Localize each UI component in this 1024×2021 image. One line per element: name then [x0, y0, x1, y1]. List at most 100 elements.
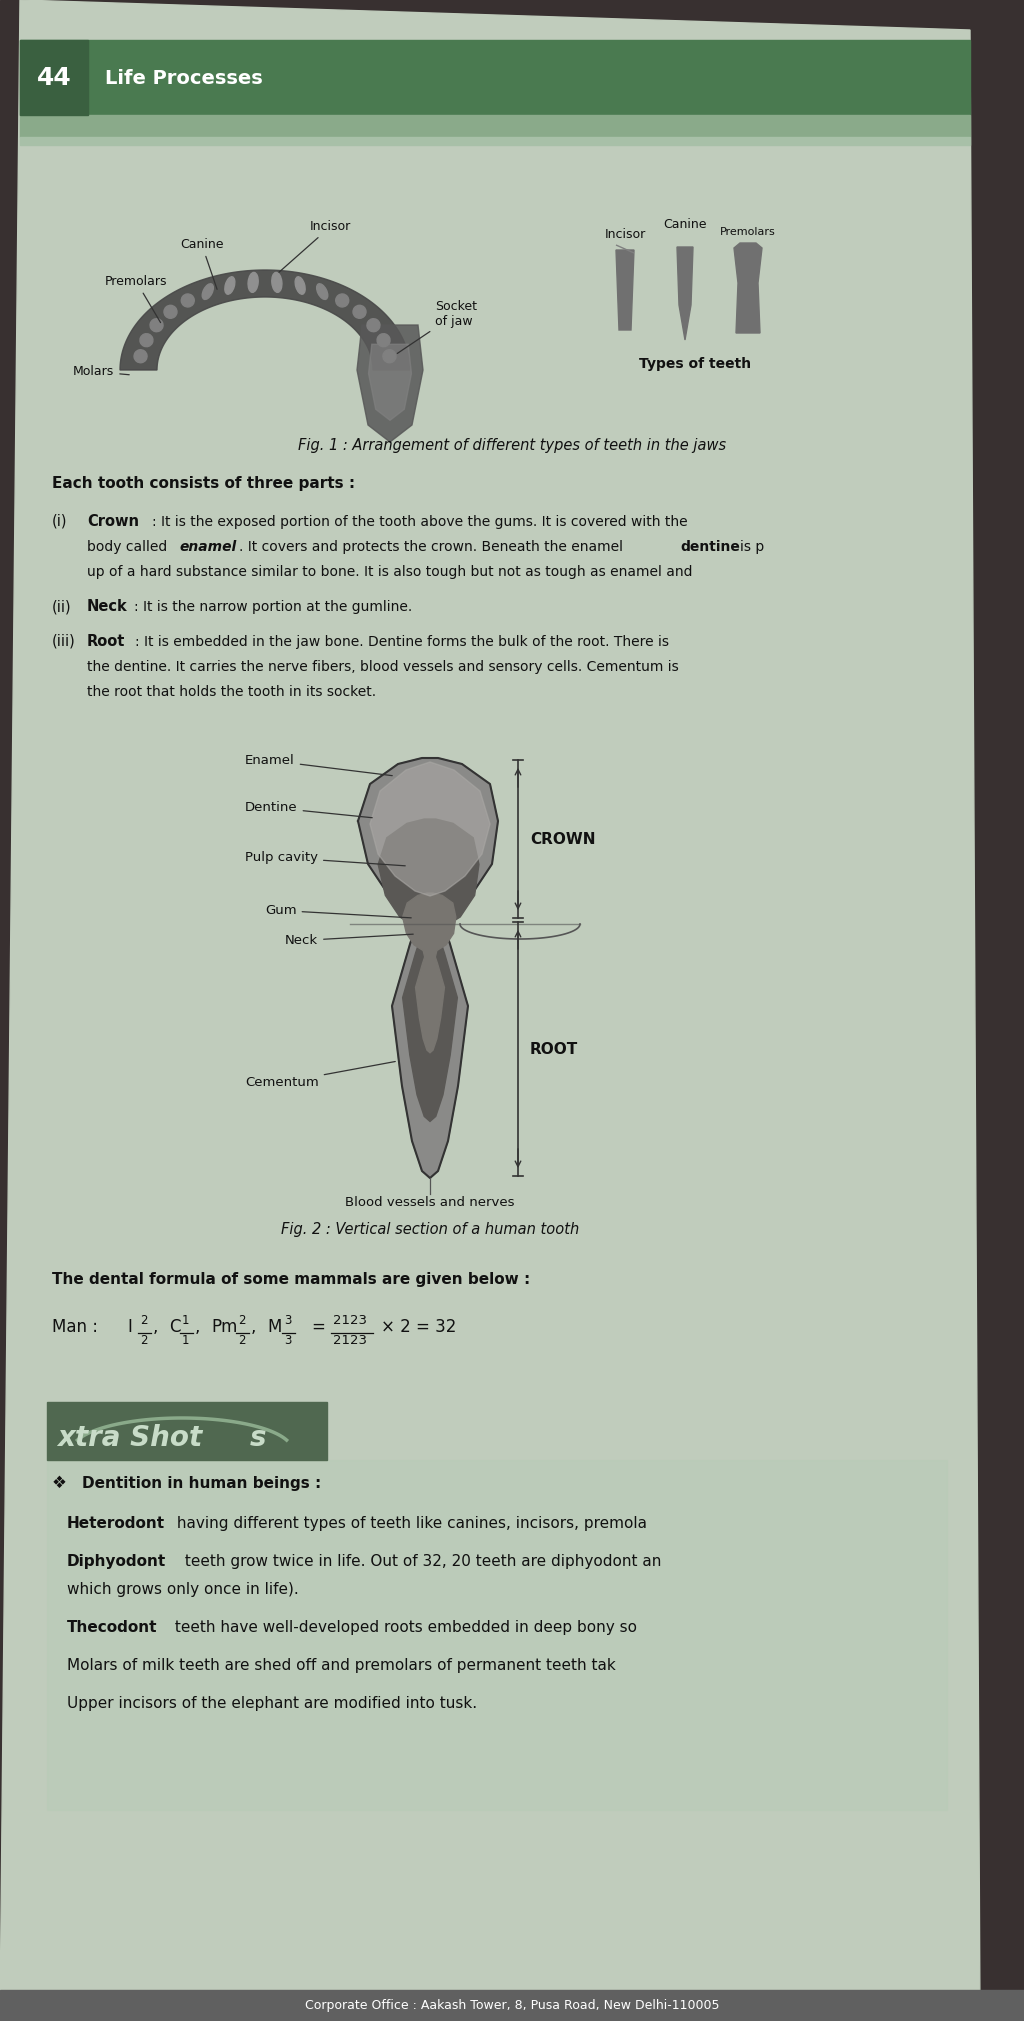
Text: Root: Root: [87, 635, 125, 649]
Text: Dentition in human beings :: Dentition in human beings :: [82, 1475, 322, 1491]
Text: Canine: Canine: [180, 238, 223, 289]
Text: 2123: 2123: [333, 1334, 367, 1348]
Ellipse shape: [295, 277, 305, 295]
Text: Incisor: Incisor: [280, 220, 351, 273]
Text: 3: 3: [284, 1314, 292, 1328]
Text: Corporate Office : Aakash Tower, 8, Pusa Road, New Delhi-110005: Corporate Office : Aakash Tower, 8, Pusa…: [305, 1999, 719, 2013]
Text: M: M: [267, 1318, 282, 1336]
Text: Each tooth consists of three parts :: Each tooth consists of three parts :: [52, 477, 355, 491]
Bar: [47, 1459, 947, 1811]
FancyBboxPatch shape: [47, 1403, 327, 1459]
Ellipse shape: [202, 283, 213, 299]
Ellipse shape: [271, 273, 282, 293]
Polygon shape: [677, 247, 693, 340]
Text: Incisor: Incisor: [604, 228, 645, 240]
Polygon shape: [616, 251, 634, 329]
Text: ROOT: ROOT: [530, 1041, 579, 1057]
Text: Fig. 2 : Vertical section of a human tooth: Fig. 2 : Vertical section of a human too…: [281, 1223, 580, 1237]
Polygon shape: [120, 271, 410, 370]
Text: Blood vessels and nerves: Blood vessels and nerves: [345, 1196, 515, 1209]
Text: (i): (i): [52, 513, 68, 530]
Bar: [20, 115, 970, 137]
Polygon shape: [734, 243, 762, 333]
Text: xtra Shot: xtra Shot: [57, 1425, 203, 1451]
Text: Premolars: Premolars: [105, 275, 168, 323]
Text: Neck: Neck: [87, 598, 128, 614]
Ellipse shape: [336, 293, 349, 307]
Text: Cementum: Cementum: [245, 1061, 395, 1089]
Bar: [0, 1991, 1024, 2021]
Text: Fig. 1 : Arrangement of different types of teeth in the jaws: Fig. 1 : Arrangement of different types …: [298, 439, 726, 453]
Text: 2123: 2123: [333, 1314, 367, 1328]
Text: enamel: enamel: [179, 540, 237, 554]
Ellipse shape: [377, 333, 390, 348]
Text: Neck: Neck: [285, 934, 414, 948]
Text: . It covers and protects the crown. Beneath the enamel: . It covers and protects the crown. Bene…: [239, 540, 623, 554]
Text: The dental formula of some mammals are given below :: The dental formula of some mammals are g…: [52, 1271, 530, 1287]
Text: (iii): (iii): [52, 635, 76, 649]
Text: which grows only once in life).: which grows only once in life).: [67, 1582, 299, 1597]
Text: =: =: [311, 1318, 325, 1336]
Text: dentine: dentine: [680, 540, 740, 554]
Text: 3: 3: [284, 1334, 292, 1348]
Ellipse shape: [353, 305, 366, 317]
Polygon shape: [370, 762, 490, 895]
Text: s: s: [250, 1425, 266, 1451]
Polygon shape: [616, 245, 634, 253]
Text: ,: ,: [251, 1318, 261, 1336]
Text: : It is the narrow portion at the gumline.: : It is the narrow portion at the gumlin…: [134, 600, 413, 614]
Text: Molars: Molars: [73, 366, 129, 378]
Bar: [20, 137, 970, 146]
Text: ❖: ❖: [52, 1473, 67, 1491]
Ellipse shape: [181, 293, 195, 307]
Text: Pm: Pm: [211, 1318, 238, 1336]
Bar: [20, 40, 970, 115]
Text: the dentine. It carries the nerve fibers, blood vessels and sensory cells. Cemen: the dentine. It carries the nerve fibers…: [87, 661, 679, 673]
Text: 2: 2: [140, 1334, 147, 1348]
Text: : It is the exposed portion of the tooth above the gums. It is covered with the: : It is the exposed portion of the tooth…: [152, 515, 688, 530]
Bar: [20, 40, 88, 115]
Text: Thecodont: Thecodont: [67, 1621, 158, 1635]
Text: 44: 44: [37, 67, 72, 91]
Ellipse shape: [316, 283, 328, 299]
Text: 2: 2: [238, 1314, 246, 1328]
Ellipse shape: [248, 273, 258, 293]
Polygon shape: [358, 758, 498, 1178]
Text: 1: 1: [182, 1314, 189, 1328]
Text: Upper incisors of the elephant are modified into tusk.: Upper incisors of the elephant are modif…: [67, 1696, 477, 1712]
Text: CROWN: CROWN: [530, 831, 596, 847]
Text: teeth have well-developed roots embedded in deep bony so: teeth have well-developed roots embedded…: [170, 1621, 637, 1635]
Text: Socket
of jaw: Socket of jaw: [397, 299, 477, 354]
Ellipse shape: [383, 350, 396, 362]
Text: Life Processes: Life Processes: [105, 69, 263, 87]
Text: Pulp cavity: Pulp cavity: [245, 851, 406, 865]
Ellipse shape: [140, 333, 153, 348]
Text: Enamel: Enamel: [245, 754, 392, 776]
Polygon shape: [378, 819, 479, 1122]
Text: Canine: Canine: [664, 218, 707, 230]
Text: × 2 = 32: × 2 = 32: [381, 1318, 457, 1336]
Text: I: I: [127, 1318, 132, 1336]
Text: ,: ,: [153, 1318, 164, 1336]
Text: 2: 2: [238, 1334, 246, 1348]
Text: : It is embedded in the jaw bone. Dentine forms the bulk of the root. There is: : It is embedded in the jaw bone. Dentin…: [135, 635, 669, 649]
Polygon shape: [369, 344, 412, 420]
Text: teeth grow twice in life. Out of 32, 20 teeth are diphyodont an: teeth grow twice in life. Out of 32, 20 …: [180, 1554, 662, 1568]
Ellipse shape: [367, 319, 380, 331]
Text: Man :: Man :: [52, 1318, 98, 1336]
Text: (ii): (ii): [52, 598, 72, 614]
Text: Premolars: Premolars: [720, 226, 776, 236]
Polygon shape: [0, 0, 980, 2021]
Polygon shape: [402, 893, 456, 1053]
Polygon shape: [357, 325, 423, 443]
Text: Types of teeth: Types of teeth: [639, 358, 751, 372]
Ellipse shape: [134, 350, 147, 362]
Text: the root that holds the tooth in its socket.: the root that holds the tooth in its soc…: [87, 685, 376, 699]
Text: ,: ,: [195, 1318, 206, 1336]
Ellipse shape: [164, 305, 177, 317]
Text: up of a hard substance similar to bone. It is also tough but not as tough as ena: up of a hard substance similar to bone. …: [87, 566, 692, 578]
Text: is p: is p: [740, 540, 764, 554]
Text: Molars of milk teeth are shed off and premolars of permanent teeth tak: Molars of milk teeth are shed off and pr…: [67, 1657, 615, 1673]
Text: Crown: Crown: [87, 513, 139, 530]
Ellipse shape: [225, 277, 234, 295]
